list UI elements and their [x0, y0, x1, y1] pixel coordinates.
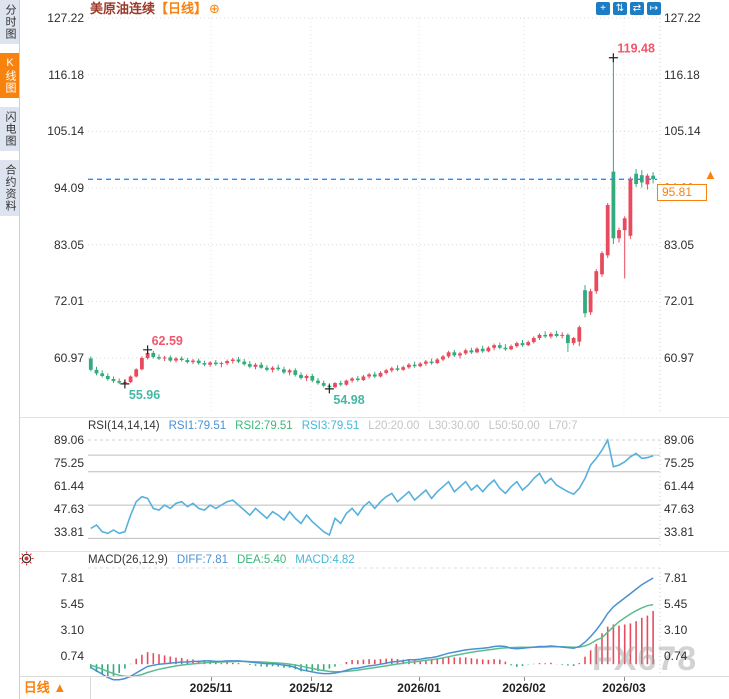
axis-tick-label: 60.97 — [53, 351, 84, 366]
month-label: 2025/12 — [289, 681, 333, 695]
indicator-param: DIFF:7.81 — [176, 554, 229, 566]
svg-text:119.48: 119.48 — [617, 42, 655, 56]
axis-tick-label: 89.06 — [664, 433, 695, 447]
svg-text:55.96: 55.96 — [129, 388, 160, 402]
axis-tick-label: 83.05 — [664, 237, 695, 252]
axis-tick-label: 33.81 — [53, 525, 84, 540]
indicator-param: L70:7 — [548, 420, 578, 432]
sidebar-tab[interactable]: K线图 — [0, 53, 19, 98]
rsi-pane[interactable] — [0, 417, 729, 551]
axis-tick-label: 3.10 — [60, 622, 84, 637]
month-tick — [524, 677, 525, 681]
sidebar-tab[interactable]: 闪电图 — [0, 107, 19, 151]
axis-tick-label: 116.18 — [664, 67, 700, 82]
axis-tick-label: 0.74 — [60, 649, 84, 664]
scale-axis-icon[interactable]: ⇄ — [630, 2, 644, 15]
pop-out-icon[interactable]: ↦ — [647, 2, 661, 15]
axis-tick-label: 83.05 — [53, 237, 84, 252]
watermark: FX678 — [592, 640, 698, 678]
rsi-header: RSI(14,14,14) RSI1:79.51 RSI2:79.51 RSI3:79… — [88, 419, 587, 433]
month-label: 2025/11 — [189, 681, 233, 695]
indicator-param: L50:50.00 — [488, 420, 540, 432]
axis-tick-label: 7.81 — [664, 571, 688, 585]
month-label: 2026/03 — [602, 681, 646, 695]
month-tick — [624, 677, 625, 681]
axis-tick-label: 127.22 — [47, 11, 84, 25]
axis-tick-label: 72.01 — [53, 294, 84, 309]
indicator-param: MACD:4.82 — [295, 554, 355, 566]
sidebar: 分时图 K线图闪电图合约资料 — [0, 0, 20, 699]
indicator-param: RSI3:79.51 — [301, 420, 360, 432]
current-price-value: 95.81 — [662, 185, 693, 199]
axis-tick-label: 94.09 — [53, 181, 84, 196]
fit-vertical-icon[interactable]: ⇅ — [613, 2, 627, 15]
axis-tick-label: 61.44 — [53, 479, 84, 493]
up-arrow-icon: ▲ — [53, 680, 67, 695]
indicator-param: L30:30.00 — [428, 420, 480, 432]
month-label: 2026/01 — [397, 681, 441, 695]
axis-tick-label: 105.14 — [664, 124, 701, 139]
axis-tick-label: 7.81 — [60, 571, 84, 585]
month-tick — [311, 677, 312, 681]
indicator-param: DEA:5.40 — [237, 554, 287, 566]
indicator-settings-icon[interactable] — [19, 551, 34, 566]
axis-tick-label: 60.97 — [664, 351, 695, 366]
add-indicator-icon[interactable]: ⊕ — [209, 1, 220, 16]
axis-tick-label: 89.06 — [53, 433, 84, 447]
axis-tick-label: 5.45 — [60, 597, 84, 612]
axis-tick-label: 75.25 — [53, 456, 84, 470]
sidebar-tab[interactable]: 分时图 — [0, 0, 19, 44]
axis-tick-label: 61.44 — [664, 479, 695, 493]
chart-toolbar: + ⇅ ⇄ ↦ — [596, 2, 661, 15]
svg-text:62.59: 62.59 — [152, 334, 183, 348]
macd-header: MACD(26,12,9) DIFF:7.81 DEA:5.40 MACD:4.82 — [88, 553, 364, 567]
axis-tick-label: 0.74 — [664, 649, 688, 664]
period-tag: 【日线】 — [155, 1, 208, 16]
axis-tick-label: 72.01 — [664, 294, 695, 309]
time-axis-bar: 日线 ▲ 2025/11 2025/12 2026/01 2026/02 2026/03 — [0, 676, 729, 699]
price-up-arrow-icon: ▲ — [704, 167, 717, 182]
crosshair-icon[interactable]: + — [596, 2, 610, 15]
pane-divider — [0, 417, 729, 418]
sidebar-tab[interactable]: 合约资料 — [0, 160, 19, 216]
indicator-param: MACD(26,12,9) — [88, 554, 168, 566]
axis-tick-label: 5.45 — [664, 597, 688, 612]
period-selector-button[interactable]: 日线 ▲ — [0, 677, 91, 699]
axis-tick-label: 47.63 — [53, 502, 84, 516]
indicator-param: RSI1:79.51 — [168, 420, 227, 432]
svg-text:54.98: 54.98 — [333, 393, 364, 407]
period-label: 日线 — [23, 680, 50, 695]
current-price-badge: 95.81 — [657, 184, 707, 201]
price-pane[interactable]: 119.48 62.59 55.96 54.98 — [0, 0, 729, 417]
chart-title: 美原油连续【日线】 ⊕ — [90, 1, 220, 17]
indicator-param: L20:20.00 — [368, 420, 420, 432]
indicator-param: RSI(14,14,14) — [88, 420, 160, 432]
axis-tick-label: 75.25 — [664, 456, 695, 470]
month-tick — [211, 677, 212, 681]
month-tick — [419, 677, 420, 681]
pane-divider — [0, 551, 729, 552]
axis-tick-label: 105.14 — [47, 124, 84, 139]
month-label: 2026/02 — [502, 681, 546, 695]
axis-tick-label: 116.18 — [48, 67, 84, 82]
axis-tick-label: 47.63 — [664, 502, 695, 516]
axis-tick-label: 33.81 — [664, 525, 695, 540]
symbol-name: 美原油连续 — [90, 1, 156, 16]
axis-tick-label: 3.10 — [664, 622, 688, 637]
macd-pane[interactable] — [0, 551, 729, 699]
axis-tick-label: 127.22 — [664, 11, 701, 25]
indicator-param: RSI2:79.51 — [235, 420, 293, 432]
